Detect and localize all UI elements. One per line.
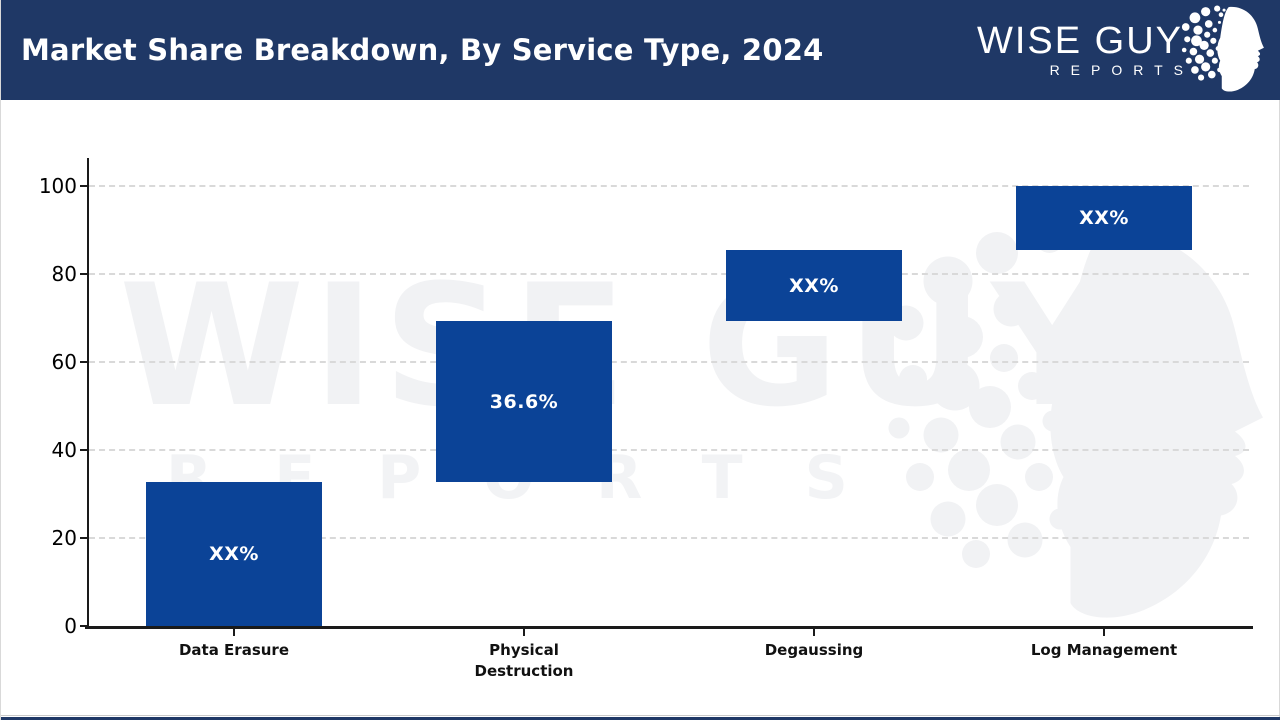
wise-guy-logo: WISE GUY REPORTS <box>977 4 1273 96</box>
x-category-label: Log Management <box>1030 641 1178 659</box>
wise-guy-face-icon <box>1181 5 1264 92</box>
gridline-40 <box>89 449 1249 451</box>
logo-text: WISE GUY REPORTS <box>976 19 1183 79</box>
x-tick <box>523 629 525 636</box>
bar-value-label: XX% <box>789 274 839 297</box>
y-tick <box>80 537 88 539</box>
y-tick <box>80 625 88 627</box>
logo-subtext: REPORTS <box>1049 62 1194 79</box>
bar-value-label: XX% <box>1079 207 1129 230</box>
logo-wordmark: WISE GUY <box>976 19 1183 62</box>
x-tick <box>233 629 235 636</box>
y-tick-label: 0 <box>64 614 77 638</box>
x-axis-line <box>85 626 1253 629</box>
gridline-80 <box>89 273 1249 275</box>
waterfall-bar: 36.6% <box>436 321 612 483</box>
y-tick-label: 60 <box>51 350 77 374</box>
header-banner: Market Share Breakdown, By Service Type,… <box>1 0 1280 100</box>
y-tick-label: 100 <box>38 174 77 198</box>
x-category-label: Data Erasure <box>178 641 290 659</box>
y-tick <box>80 185 88 187</box>
gridline-20 <box>89 537 1249 539</box>
y-tick <box>80 273 88 275</box>
y-tick <box>80 361 88 363</box>
waterfall-bar: XX% <box>146 482 322 626</box>
y-tick-label: 40 <box>51 438 77 462</box>
y-axis-line <box>87 158 89 628</box>
waterfall-bar: XX% <box>726 250 902 322</box>
y-tick-label: 80 <box>51 262 77 286</box>
gridline-100 <box>89 185 1249 187</box>
footer-accent-bar <box>1 717 1280 720</box>
y-tick <box>80 449 88 451</box>
bar-value-label: 36.6% <box>489 390 559 413</box>
page-title: Market Share Breakdown, By Service Type,… <box>21 33 824 67</box>
x-tick <box>813 629 815 636</box>
x-category-label: Degaussing <box>764 641 864 659</box>
y-tick-label: 20 <box>51 526 77 550</box>
gridline-60 <box>89 361 1249 363</box>
waterfall-bar: XX% <box>1016 186 1192 251</box>
x-tick <box>1103 629 1105 636</box>
footer-divider <box>1 715 1280 716</box>
x-category-label: Physical Destruction <box>474 641 574 680</box>
bar-value-label: XX% <box>209 543 259 566</box>
